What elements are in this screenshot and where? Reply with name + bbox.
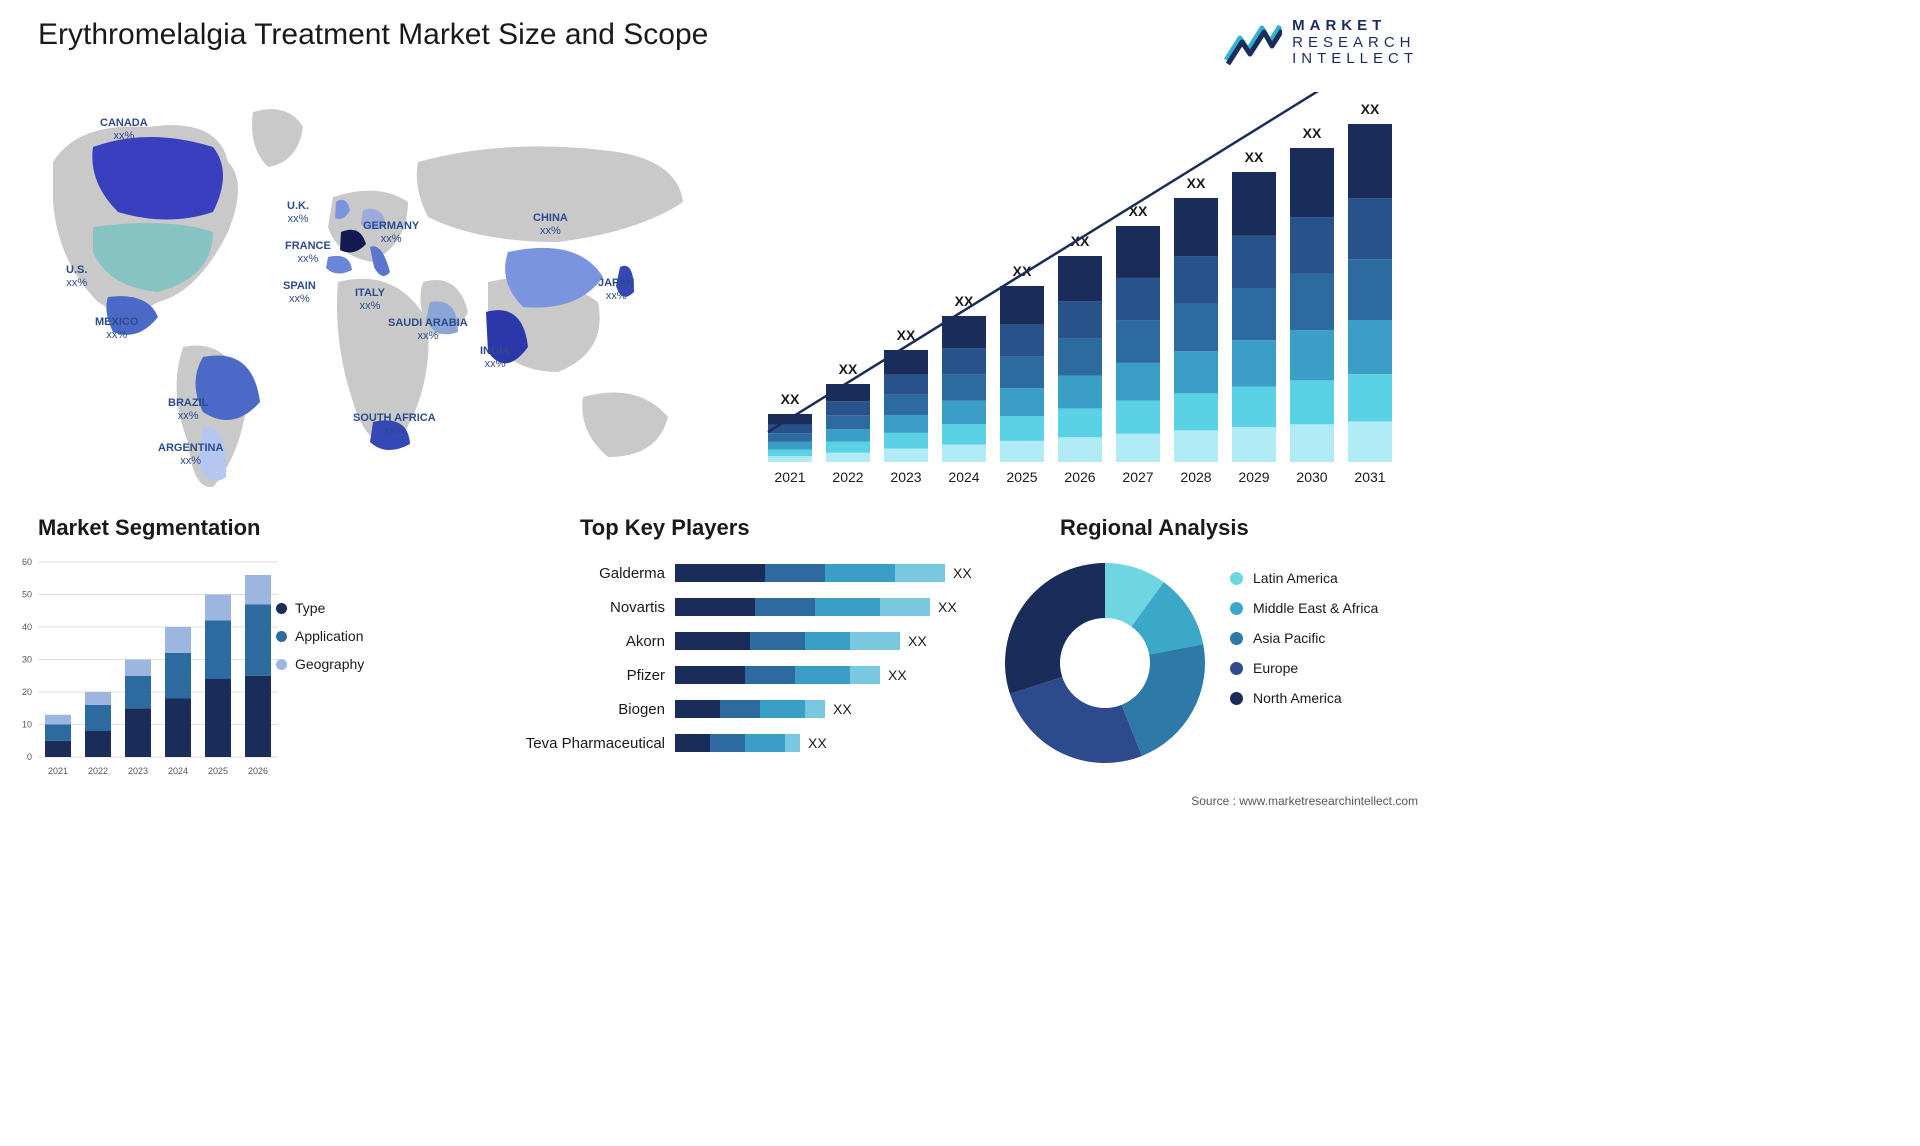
player-bar xyxy=(675,666,880,684)
svg-text:2022: 2022 xyxy=(88,766,108,776)
svg-text:2022: 2022 xyxy=(832,469,863,485)
growth-chart-svg: XX2021XX2022XX2023XX2024XX2025XX2026XX20… xyxy=(758,92,1418,492)
svg-text:XX: XX xyxy=(781,391,800,407)
map-label-u-k-: U.K.xx% xyxy=(287,200,309,225)
svg-text:2026: 2026 xyxy=(1064,469,1095,485)
donut-svg xyxy=(1000,558,1210,768)
svg-text:2024: 2024 xyxy=(168,766,188,776)
player-name: Novartis xyxy=(520,599,675,616)
player-name: Galderma xyxy=(520,565,675,582)
svg-text:XX: XX xyxy=(839,361,858,377)
svg-text:50: 50 xyxy=(22,590,32,600)
svg-text:2024: 2024 xyxy=(948,469,979,485)
map-label-india: INDIAxx% xyxy=(480,345,510,370)
player-row: Novartis XX xyxy=(520,594,980,620)
svg-text:2030: 2030 xyxy=(1296,469,1327,485)
map-label-argentina: ARGENTINAxx% xyxy=(158,442,223,467)
svg-text:2025: 2025 xyxy=(1006,469,1037,485)
player-row: Pfizer XX xyxy=(520,662,980,688)
svg-text:XX: XX xyxy=(1303,125,1322,141)
seg-legend-item: Application xyxy=(276,628,364,644)
regional-legend-item: North America xyxy=(1230,690,1378,706)
svg-text:2031: 2031 xyxy=(1354,469,1385,485)
segmentation-legend: Type Application Geography xyxy=(276,600,364,684)
player-bar xyxy=(675,598,930,616)
player-value: XX xyxy=(953,565,972,581)
map-label-south-africa: SOUTH AFRICAxx% xyxy=(353,412,436,437)
map-label-china: CHINAxx% xyxy=(533,212,568,237)
svg-text:10: 10 xyxy=(22,720,32,730)
map-label-canada: CANADAxx% xyxy=(100,117,148,142)
svg-text:60: 60 xyxy=(22,557,32,567)
logo-line1: MARKET xyxy=(1292,18,1418,35)
world-map: CANADAxx% U.S.xx% MEXICOxx% U.K.xx% FRANCExx… xyxy=(38,92,708,492)
svg-text:2027: 2027 xyxy=(1122,469,1153,485)
svg-text:2023: 2023 xyxy=(890,469,921,485)
svg-text:2023: 2023 xyxy=(128,766,148,776)
player-value: XX xyxy=(888,667,907,683)
map-label-saudi-arabia: SAUDI ARABIAxx% xyxy=(388,317,468,342)
player-value: XX xyxy=(908,633,927,649)
seg-legend-item: Type xyxy=(276,600,364,616)
player-row: Biogen XX xyxy=(520,696,980,722)
map-label-japan: JAPANxx% xyxy=(598,277,634,302)
svg-text:2021: 2021 xyxy=(774,469,805,485)
player-name: Teva Pharmaceutical xyxy=(520,735,675,752)
regional-donut xyxy=(1000,558,1210,768)
map-label-brazil: BRAZILxx% xyxy=(168,397,208,422)
regional-legend: Latin America Middle East & Africa Asia Pa… xyxy=(1230,570,1378,720)
player-bar xyxy=(675,632,900,650)
svg-text:2028: 2028 xyxy=(1180,469,1211,485)
svg-text:2029: 2029 xyxy=(1238,469,1269,485)
player-name: Akorn xyxy=(520,633,675,650)
player-value: XX xyxy=(833,701,852,717)
player-row: Teva Pharmaceutical XX xyxy=(520,730,980,756)
svg-text:20: 20 xyxy=(22,687,32,697)
key-players-chart: GaldermaXXNovartisXXAkornXXPfizerXXBioge… xyxy=(520,560,980,764)
player-row: Galderma XX xyxy=(520,560,980,586)
svg-text:XX: XX xyxy=(1187,175,1206,191)
brand-logo: MARKET RESEARCH INTELLECT xyxy=(1224,18,1418,68)
logo-swoosh-icon xyxy=(1224,20,1282,66)
logo-line2: RESEARCH xyxy=(1292,35,1418,52)
svg-text:0: 0 xyxy=(27,752,32,762)
player-value: XX xyxy=(938,599,957,615)
svg-text:2021: 2021 xyxy=(48,766,68,776)
seg-legend-item: Geography xyxy=(276,656,364,672)
regional-legend-item: Asia Pacific xyxy=(1230,630,1378,646)
player-bar xyxy=(675,564,945,582)
map-label-u-s-: U.S.xx% xyxy=(66,264,87,289)
regional-legend-item: Latin America xyxy=(1230,570,1378,586)
map-label-germany: GERMANYxx% xyxy=(363,220,419,245)
segmentation-svg: 0 10 20 30 40 50 60 2021 2022 2023 2024 2025 2026 xyxy=(8,552,288,782)
svg-text:XX: XX xyxy=(1245,149,1264,165)
source-text: Source : www.marketresearchintellect.com xyxy=(1191,794,1418,808)
svg-text:2026: 2026 xyxy=(248,766,268,776)
player-row: Akorn XX xyxy=(520,628,980,654)
map-label-france: FRANCExx% xyxy=(285,240,331,265)
key-players-title: Top Key Players xyxy=(580,515,750,541)
svg-text:2025: 2025 xyxy=(208,766,228,776)
page-title: Erythromelalgia Treatment Market Size an… xyxy=(38,18,708,52)
svg-text:40: 40 xyxy=(22,622,32,632)
segmentation-title: Market Segmentation xyxy=(38,515,261,541)
player-value: XX xyxy=(808,735,827,751)
growth-bar-chart: XX2021XX2022XX2023XX2024XX2025XX2026XX20… xyxy=(758,92,1418,492)
logo-line3: INTELLECT xyxy=(1292,51,1418,68)
regional-title: Regional Analysis xyxy=(1060,515,1249,541)
player-name: Biogen xyxy=(520,701,675,718)
svg-text:30: 30 xyxy=(22,655,32,665)
map-label-mexico: MEXICOxx% xyxy=(95,316,138,341)
regional-legend-item: Middle East & Africa xyxy=(1230,600,1378,616)
svg-text:XX: XX xyxy=(1361,101,1380,117)
player-bar xyxy=(675,734,800,752)
player-name: Pfizer xyxy=(520,667,675,684)
player-bar xyxy=(675,700,825,718)
map-label-italy: ITALYxx% xyxy=(355,287,385,312)
regional-legend-item: Europe xyxy=(1230,660,1378,676)
map-label-spain: SPAINxx% xyxy=(283,280,316,305)
